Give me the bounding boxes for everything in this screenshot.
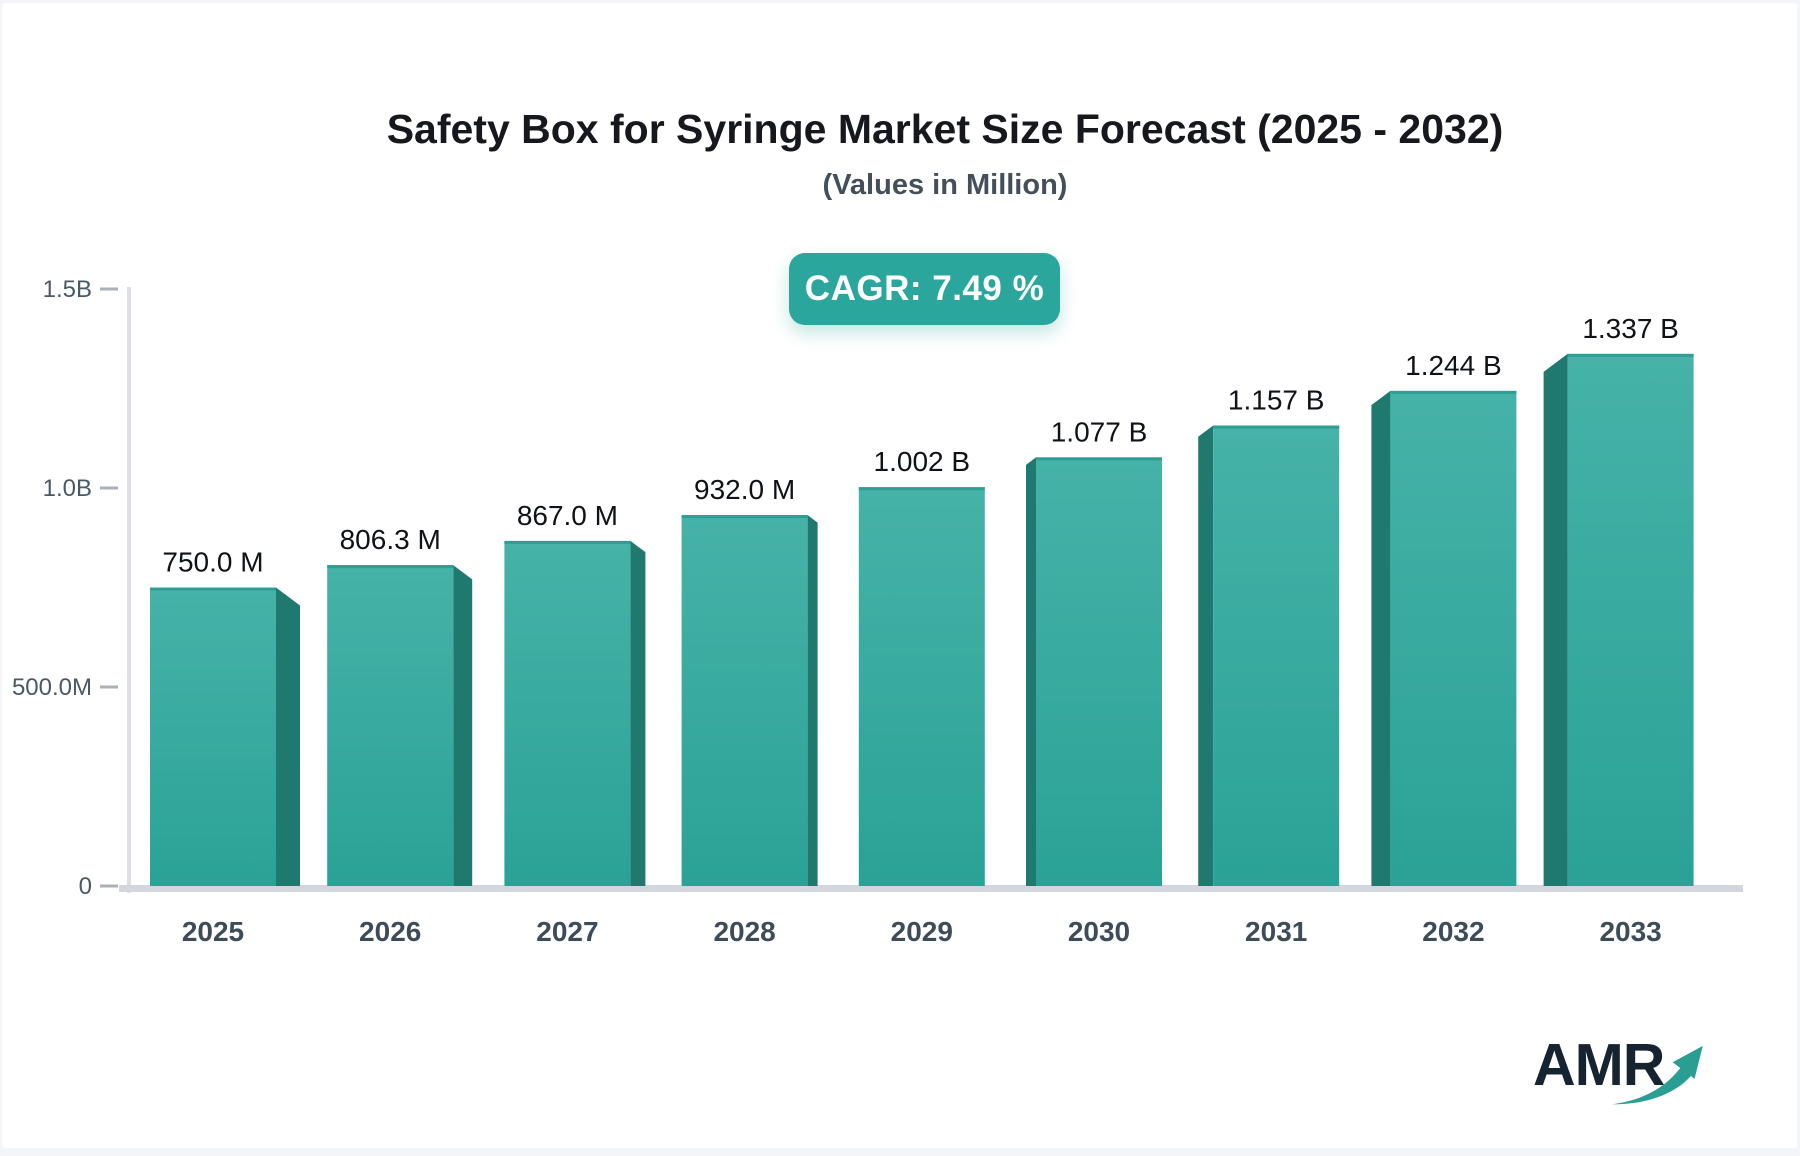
cagr-badge: CAGR: 7.49 %: [789, 253, 1060, 325]
x-axis-baseline: [119, 885, 1743, 892]
y-axis-tick-mark: [100, 287, 118, 291]
y-axis-tick-label: 1.5B: [43, 276, 92, 303]
bar-side-face: [1543, 353, 1568, 886]
bar-side-face: [807, 515, 818, 886]
bar-value-label: 750.0 M: [162, 547, 263, 578]
x-axis-category-label: 2033: [1599, 916, 1661, 947]
x-axis-category-label: 2029: [891, 916, 953, 947]
x-axis-category-label: 2028: [713, 916, 775, 947]
bar-top-edge: [681, 515, 808, 519]
bar-front-face: [1036, 457, 1162, 886]
bar-top-edge: [1036, 457, 1162, 461]
bar-front-face: [327, 565, 454, 886]
bar-side-face: [276, 587, 300, 886]
bar-front-face: [504, 540, 631, 886]
bar-group-2033: 1.337 B 2033: [1543, 313, 1694, 947]
y-axis-tick-mark: [100, 884, 118, 888]
bar-value-label: 1.002 B: [874, 446, 971, 477]
bar-side-face: [630, 540, 646, 886]
bar-side-face: [1026, 457, 1036, 886]
bar-group-2029: 1.002 B 2029: [858, 446, 985, 947]
y-axis-line: [127, 287, 131, 893]
bar-group-2031: 1.157 B 2031: [1198, 385, 1340, 947]
y-axis-tick-mark: [100, 486, 118, 490]
bar-top-edge: [327, 565, 454, 569]
bar-side-face: [453, 565, 473, 886]
chart-subtitle: (Values in Million): [822, 169, 1068, 201]
x-axis-category-label: 2031: [1245, 916, 1307, 947]
cagr-badge-label: CAGR: 7.49 %: [804, 269, 1045, 308]
x-axis-category-label: 2026: [359, 916, 421, 947]
brand-logo-text: AMR: [1533, 1032, 1665, 1098]
bar-top-edge: [150, 587, 276, 591]
bar-side-face: [1198, 425, 1214, 886]
bar-top-edge: [858, 487, 985, 491]
bar-front-face: [858, 487, 985, 886]
bar-front-face: [1390, 390, 1517, 886]
bar-value-label: 1.077 B: [1051, 416, 1148, 447]
bar-group-2030: 1.077 B 2030: [1026, 416, 1162, 947]
x-axis-category-label: 2030: [1068, 916, 1130, 947]
bar-group-2028: 932.0 M 2028: [681, 474, 818, 947]
bar-front-face: [681, 515, 808, 886]
brand-logo: AMR: [1533, 1036, 1713, 1106]
bar-group-2027: 867.0 M 2027: [504, 500, 646, 947]
bar-value-label: 1.244 B: [1405, 350, 1502, 381]
x-axis-category-label: 2025: [182, 916, 244, 947]
bar-side-face: [1371, 390, 1391, 886]
chart-title: Safety Box for Syringe Market Size Forec…: [386, 106, 1504, 152]
bar-top-edge: [1213, 425, 1340, 429]
bar-front-face: [150, 587, 276, 886]
bar-group-2032: 1.244 B 2032: [1371, 350, 1517, 947]
bar-group-2025: 750.0 M 2025: [150, 547, 300, 947]
bar-value-label: 867.0 M: [517, 500, 618, 531]
growth-arrow-icon: [1612, 1045, 1703, 1105]
bar-value-label: 1.157 B: [1228, 385, 1325, 416]
bar-top-edge: [1567, 353, 1694, 357]
x-axis-category-label: 2027: [536, 916, 598, 947]
bar-value-label: 1.337 B: [1582, 313, 1679, 344]
x-axis-category-label: 2032: [1422, 916, 1484, 947]
bar-front-face: [1567, 353, 1694, 886]
bar-value-label: 932.0 M: [694, 474, 795, 505]
bar-front-face: [1213, 425, 1340, 886]
bar-top-edge: [1390, 390, 1517, 394]
y-axis-tick-label: 500.0M: [12, 674, 92, 701]
bar-top-edge: [504, 540, 631, 544]
chart-header: Safety Box for Syringe Market Size Forec…: [130, 0, 1760, 202]
bar-group-2026: 806.3 M 2026: [327, 524, 473, 947]
y-axis-tick-mark: [100, 685, 118, 689]
y-axis: 1.5B 1.0B 500.0M 0: [12, 276, 118, 900]
y-axis-tick-label: 1.0B: [43, 475, 92, 502]
y-axis-tick-label: 0: [79, 873, 92, 900]
bar-value-label: 806.3 M: [340, 524, 441, 555]
